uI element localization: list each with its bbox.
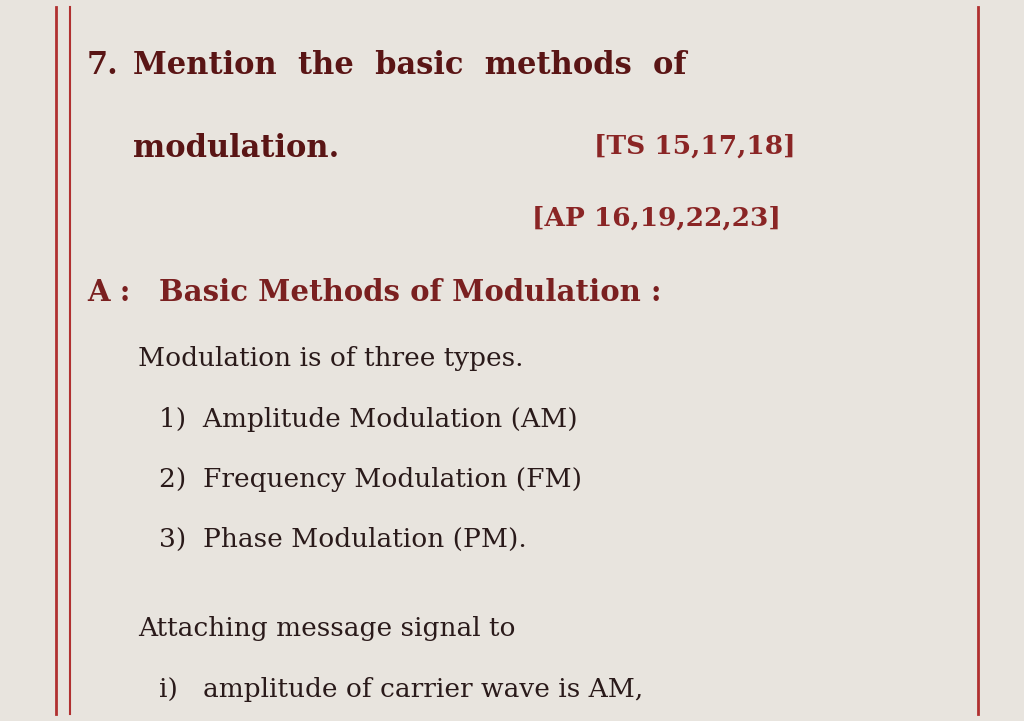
Text: i)   amplitude of carrier wave is AM,: i) amplitude of carrier wave is AM, [159,677,643,702]
Text: modulation.: modulation. [133,133,339,164]
Text: Basic Methods of Modulation :: Basic Methods of Modulation : [159,278,662,306]
Text: [AP 16,19,22,23]: [AP 16,19,22,23] [532,205,781,231]
Text: Attaching message signal to: Attaching message signal to [138,616,516,641]
Text: [TS 15,17,18]: [TS 15,17,18] [594,133,796,159]
Text: 1)  Amplitude Modulation (AM): 1) Amplitude Modulation (AM) [159,407,578,433]
Text: Modulation is of three types.: Modulation is of three types. [138,346,523,371]
Text: A :: A : [87,278,130,306]
Text: 3)  Phase Modulation (PM).: 3) Phase Modulation (PM). [159,527,526,552]
Text: Mention  the  basic  methods  of: Mention the basic methods of [133,50,687,81]
Text: 2)  Frequency Modulation (FM): 2) Frequency Modulation (FM) [159,467,582,492]
Text: 7.: 7. [87,50,119,81]
